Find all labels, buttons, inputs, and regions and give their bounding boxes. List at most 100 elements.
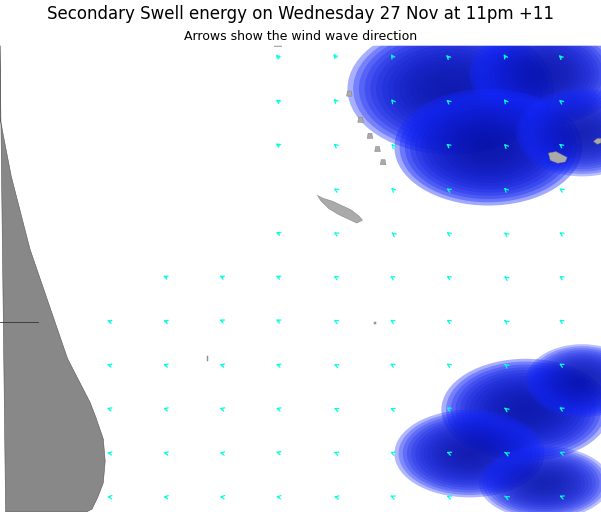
Polygon shape xyxy=(380,160,386,165)
Ellipse shape xyxy=(436,115,540,180)
Ellipse shape xyxy=(416,67,485,111)
Ellipse shape xyxy=(538,103,601,162)
Polygon shape xyxy=(212,22,220,26)
Ellipse shape xyxy=(557,365,601,397)
Ellipse shape xyxy=(428,429,511,478)
Ellipse shape xyxy=(436,434,503,473)
Ellipse shape xyxy=(479,381,573,438)
Ellipse shape xyxy=(403,415,536,493)
Polygon shape xyxy=(274,42,282,47)
Ellipse shape xyxy=(493,455,596,511)
Polygon shape xyxy=(548,152,567,163)
Ellipse shape xyxy=(495,40,595,109)
Ellipse shape xyxy=(365,34,537,143)
Ellipse shape xyxy=(405,59,496,118)
Ellipse shape xyxy=(422,71,480,107)
Ellipse shape xyxy=(462,131,514,163)
Ellipse shape xyxy=(553,113,601,152)
Ellipse shape xyxy=(431,112,546,183)
Ellipse shape xyxy=(504,460,585,505)
Ellipse shape xyxy=(347,23,554,155)
Ellipse shape xyxy=(478,29,601,120)
Ellipse shape xyxy=(546,108,601,157)
Ellipse shape xyxy=(394,89,582,205)
Ellipse shape xyxy=(497,457,592,509)
Ellipse shape xyxy=(376,41,525,136)
Ellipse shape xyxy=(560,367,601,395)
Ellipse shape xyxy=(486,34,601,114)
Ellipse shape xyxy=(490,453,599,512)
Ellipse shape xyxy=(516,54,574,94)
Polygon shape xyxy=(374,323,376,324)
Ellipse shape xyxy=(524,94,601,172)
Ellipse shape xyxy=(498,393,554,427)
Ellipse shape xyxy=(441,359,601,461)
Polygon shape xyxy=(237,29,244,33)
Ellipse shape xyxy=(545,356,601,405)
Ellipse shape xyxy=(359,31,543,147)
Ellipse shape xyxy=(370,38,531,140)
Ellipse shape xyxy=(535,101,601,164)
Ellipse shape xyxy=(446,361,601,458)
Polygon shape xyxy=(188,11,195,16)
Ellipse shape xyxy=(456,367,596,453)
Polygon shape xyxy=(207,356,208,361)
Ellipse shape xyxy=(394,410,545,497)
Ellipse shape xyxy=(486,451,601,512)
Ellipse shape xyxy=(407,417,532,490)
Ellipse shape xyxy=(388,49,514,129)
Ellipse shape xyxy=(382,45,520,133)
Ellipse shape xyxy=(465,373,587,447)
Polygon shape xyxy=(593,138,601,144)
Ellipse shape xyxy=(538,352,601,409)
Ellipse shape xyxy=(474,26,601,122)
Ellipse shape xyxy=(502,396,549,424)
Ellipse shape xyxy=(557,116,601,150)
Ellipse shape xyxy=(511,52,578,97)
Ellipse shape xyxy=(484,385,568,435)
Ellipse shape xyxy=(441,118,535,176)
Ellipse shape xyxy=(353,27,548,151)
Polygon shape xyxy=(317,196,362,223)
Ellipse shape xyxy=(531,98,601,166)
Ellipse shape xyxy=(432,432,507,476)
Ellipse shape xyxy=(512,464,578,501)
Ellipse shape xyxy=(507,49,582,100)
Ellipse shape xyxy=(483,449,601,512)
Ellipse shape xyxy=(529,346,601,415)
Ellipse shape xyxy=(452,124,525,170)
Ellipse shape xyxy=(398,412,540,495)
Text: Secondary Swell energy on Wednesday 27 Nov at 11pm +11: Secondary Swell energy on Wednesday 27 N… xyxy=(47,6,554,24)
Ellipse shape xyxy=(520,57,570,91)
Ellipse shape xyxy=(548,358,601,403)
Ellipse shape xyxy=(528,96,601,169)
Ellipse shape xyxy=(421,105,556,189)
Polygon shape xyxy=(0,45,105,512)
Ellipse shape xyxy=(399,56,502,122)
Ellipse shape xyxy=(520,91,601,174)
Ellipse shape xyxy=(415,422,524,485)
Ellipse shape xyxy=(560,118,601,147)
Ellipse shape xyxy=(394,52,508,125)
Ellipse shape xyxy=(554,362,601,399)
Ellipse shape xyxy=(551,360,601,401)
Ellipse shape xyxy=(441,437,499,471)
Ellipse shape xyxy=(479,446,601,512)
Ellipse shape xyxy=(535,350,601,411)
Ellipse shape xyxy=(499,43,591,105)
Ellipse shape xyxy=(400,92,577,202)
Ellipse shape xyxy=(405,95,572,199)
Ellipse shape xyxy=(419,424,520,483)
Ellipse shape xyxy=(410,63,491,114)
Ellipse shape xyxy=(411,419,528,487)
Ellipse shape xyxy=(447,121,530,173)
Ellipse shape xyxy=(516,89,601,176)
Ellipse shape xyxy=(526,344,601,417)
Ellipse shape xyxy=(410,98,567,196)
Ellipse shape xyxy=(460,370,591,450)
Ellipse shape xyxy=(501,459,588,507)
Ellipse shape xyxy=(532,348,601,413)
Ellipse shape xyxy=(469,23,601,125)
Ellipse shape xyxy=(542,354,601,407)
Ellipse shape xyxy=(424,427,516,480)
